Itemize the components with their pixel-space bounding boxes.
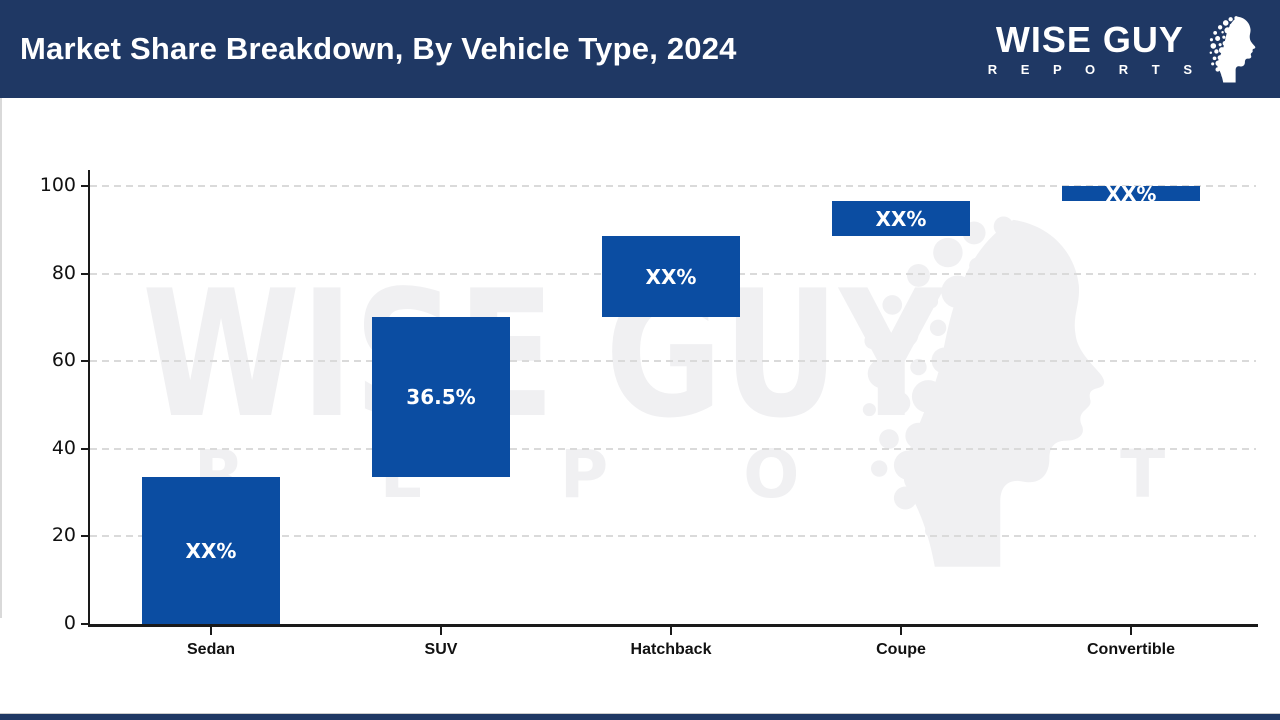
logo-reports: R E P O R T S [987, 61, 1202, 77]
x-tick-suv [440, 627, 442, 635]
gridline-100 [90, 185, 1256, 187]
x-tick-hatchback [670, 627, 672, 635]
bar-hatchback [602, 236, 740, 318]
bar-label-convertible: XX% [1105, 181, 1157, 206]
y-tick-label-60: 60 [51, 349, 76, 372]
logo-text: WISE GUY R E P O R T S [978, 18, 1202, 77]
bar-suv [372, 317, 510, 478]
x-label-hatchback: Hatchback [630, 641, 712, 658]
y-axis-line [88, 170, 90, 626]
x-tick-sedan [210, 627, 212, 635]
bottom-edge-line [0, 713, 1280, 714]
logo-head-icon [1209, 16, 1256, 83]
bar-label-suv: 36.5% [406, 385, 476, 410]
watermark-name: WISE GUY [142, 254, 944, 457]
y-tick-label-40: 40 [51, 436, 76, 459]
gridline-60 [90, 360, 1256, 363]
x-tick-convertible [1130, 627, 1132, 635]
bar-label-coupe: XX% [875, 206, 927, 231]
y-tick-label-100: 100 [39, 174, 76, 196]
y-tick-label-20: 20 [51, 524, 76, 547]
header-bar: Market Share Breakdown, By Vehicle Type,… [0, 0, 1280, 98]
bar-coupe [832, 201, 970, 237]
gridline-40 [90, 447, 1256, 450]
bar-sedan [142, 477, 280, 624]
y-tick-80 [81, 272, 90, 275]
logo: WISE GUY R E P O R T S [978, 7, 1266, 91]
y-tick-label-80: 80 [51, 261, 76, 284]
y-tick-label-0: 0 [63, 612, 76, 634]
x-label-suv: SUV [424, 641, 458, 658]
logo-name: WISE GUY [995, 18, 1184, 60]
gridline-20 [90, 535, 1256, 538]
y-tick-20 [81, 535, 90, 538]
left-edge-line [0, 98, 2, 618]
x-axis-line [88, 624, 1258, 627]
x-tick-coupe [900, 627, 902, 635]
bar-convertible [1062, 186, 1200, 202]
y-tick-100 [81, 185, 90, 187]
bar-label-hatchback: XX% [645, 264, 697, 289]
x-label-sedan: Sedan [186, 641, 236, 658]
y-tick-0 [81, 623, 90, 625]
page-title: Market Share Breakdown, By Vehicle Type,… [20, 31, 737, 66]
x-label-coupe: Coupe [876, 641, 926, 658]
footer-bar [0, 714, 1280, 720]
y-tick-40 [81, 447, 90, 450]
y-tick-60 [81, 360, 90, 363]
watermark-head-icon [862, 216, 1105, 567]
x-label-convertible: Convertible [1086, 641, 1176, 658]
bar-label-sedan: XX% [185, 538, 237, 563]
